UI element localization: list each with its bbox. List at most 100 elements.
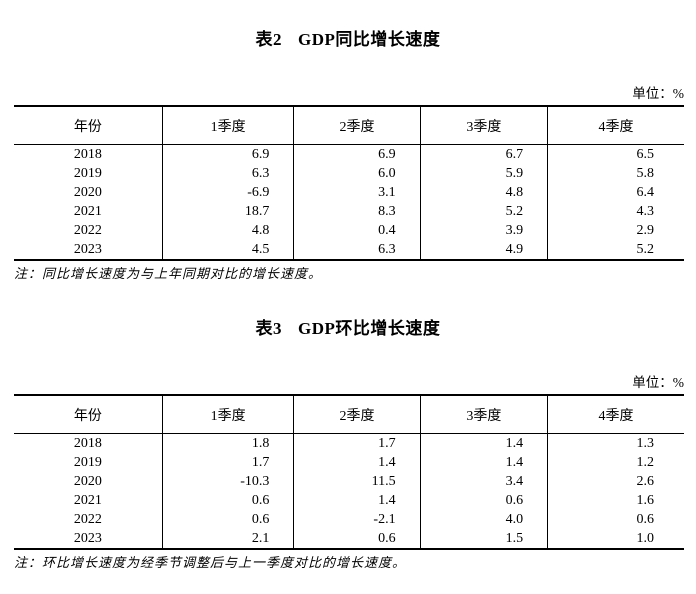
value-cell: 1.0 (547, 529, 684, 549)
quarter-column-header: 3季度 (419, 106, 548, 145)
value-cell: 1.8 (161, 433, 294, 453)
quarter-column-header: 2季度 (293, 395, 421, 434)
value-cell: 5.2 (419, 202, 548, 221)
value-cell: 8.3 (293, 202, 421, 221)
table-body: 2018 6.9 6.9 6.7 6.5 2019 6.3 6.0 5.9 5.8 2020 -6.9… (14, 144, 684, 260)
value-cell: -2.1 (293, 510, 421, 529)
table-number: 表3 (255, 319, 283, 338)
value-cell: 1.5 (419, 529, 548, 549)
quarter-column-header: 1季度 (161, 106, 294, 145)
unit-label: 单位：% (632, 375, 684, 390)
value-cell: 6.9 (161, 144, 294, 164)
gdp-yoy-table: 年份 1季度 2季度 3季度 4季度 2018 6.9 6.9 6.7 6.5 2019 6.3 6.… (14, 105, 684, 261)
value-cell: 1.6 (547, 491, 684, 510)
value-cell: 1.4 (419, 453, 548, 472)
year-cell: 2018 (73, 147, 102, 162)
table-row: 2021 18.7 8.3 5.2 4.3 (14, 202, 684, 221)
value-cell: 0.6 (293, 529, 421, 549)
table-row: 2022 4.8 0.4 3.9 2.9 (14, 221, 684, 240)
year-cell: 2022 (73, 512, 102, 527)
value-cell: 11.5 (293, 472, 421, 491)
year-cell: 2019 (73, 166, 102, 181)
value-cell: 1.4 (419, 433, 548, 453)
gdp-yoy-table-title: 表2 GDP同比增长速度 (0, 29, 696, 50)
value-cell: 0.6 (547, 510, 684, 529)
table-row: 2018 6.9 6.9 6.7 6.5 (14, 144, 684, 164)
value-cell: 5.9 (419, 164, 548, 183)
value-cell: 4.0 (419, 510, 548, 529)
year-cell: 2023 (73, 242, 102, 257)
year-column-header: 年份 (14, 106, 163, 145)
quarter-column-header: 4季度 (547, 395, 684, 434)
value-cell: 4.8 (161, 221, 294, 240)
table-number: 表2 (255, 30, 283, 49)
table-row: 2018 1.8 1.7 1.4 1.3 (14, 433, 684, 453)
value-cell: 6.3 (161, 164, 294, 183)
value-cell: 1.7 (293, 433, 421, 453)
quarter-column-header: 1季度 (161, 395, 294, 434)
table-body: 2018 1.8 1.7 1.4 1.3 2019 1.7 1.4 1.4 1.2 2020 -10.… (14, 433, 684, 549)
table-row: 2020 -10.3 11.5 3.4 2.6 (14, 472, 684, 491)
value-cell: 6.3 (293, 240, 421, 260)
table-header: 年份 1季度 2季度 3季度 4季度 (14, 395, 684, 434)
value-cell: 0.4 (293, 221, 421, 240)
table-title-text: GDP环比增长速度 (298, 319, 441, 338)
value-cell: -10.3 (161, 472, 294, 491)
table-row: 2019 1.7 1.4 1.4 1.2 (14, 453, 684, 472)
value-cell: 3.9 (419, 221, 548, 240)
table-row: 2020 -6.9 3.1 4.8 6.4 (14, 183, 684, 202)
table-title-text: GDP同比增长速度 (298, 30, 441, 49)
value-cell: 4.9 (419, 240, 548, 260)
value-cell: 6.7 (419, 144, 548, 164)
gdp-qoq-table-title: 表3 GDP环比增长速度 (0, 318, 696, 339)
value-cell: 2.6 (547, 472, 684, 491)
value-cell: 1.4 (293, 453, 421, 472)
value-cell: -6.9 (161, 183, 294, 202)
value-cell: 3.1 (293, 183, 421, 202)
year-cell: 2019 (73, 455, 102, 470)
value-cell: 6.9 (293, 144, 421, 164)
year-column-header: 年份 (14, 395, 163, 434)
year-cell: 2021 (73, 204, 102, 219)
table-row: 2022 0.6 -2.1 4.0 0.6 (14, 510, 684, 529)
value-cell: 1.4 (293, 491, 421, 510)
value-cell: 0.6 (161, 491, 294, 510)
table-row: 2019 6.3 6.0 5.9 5.8 (14, 164, 684, 183)
year-cell: 2020 (73, 185, 102, 200)
value-cell: 5.2 (547, 240, 684, 260)
value-cell: 2.1 (161, 529, 294, 549)
table-row: 2023 2.1 0.6 1.5 1.0 (14, 529, 684, 549)
value-cell: 6.5 (547, 144, 684, 164)
table-row: 2023 4.5 6.3 4.9 5.2 (14, 240, 684, 260)
unit-label: 单位：% (632, 86, 684, 101)
gdp-qoq-table: 年份 1季度 2季度 3季度 4季度 2018 1.8 1.7 1.4 1.3 2019 1.7 1.… (14, 394, 684, 550)
value-cell: 0.6 (419, 491, 548, 510)
value-cell: 4.5 (161, 240, 294, 260)
value-cell: 18.7 (161, 202, 294, 221)
quarter-column-header: 3季度 (419, 395, 548, 434)
value-cell: 4.8 (419, 183, 548, 202)
gdp-yoy-note: 注：同比增长速度为与上年同期对比的增长速度。 (14, 266, 323, 281)
gdp-yoy-section: 表2 GDP同比增长速度 单位：% 年份 1季度 2季度 3季度 4季度 2018 6.9 6… (0, 29, 696, 282)
table-row: 2021 0.6 1.4 0.6 1.6 (14, 491, 684, 510)
value-cell: 5.8 (547, 164, 684, 183)
year-cell: 2021 (73, 493, 102, 508)
value-cell: 1.7 (161, 453, 294, 472)
gdp-qoq-note: 注：环比增长速度为经季节调整后与上一季度对比的增长速度。 (14, 555, 407, 570)
value-cell: 4.3 (547, 202, 684, 221)
year-cell: 2022 (73, 223, 102, 238)
value-cell: 1.3 (547, 433, 684, 453)
quarter-column-header: 4季度 (547, 106, 684, 145)
value-cell: 1.2 (547, 453, 684, 472)
gdp-qoq-section: 表3 GDP环比增长速度 单位：% 年份 1季度 2季度 3季度 4季度 2018 1.8 1… (0, 318, 696, 571)
header-row: 年份 1季度 2季度 3季度 4季度 (14, 395, 684, 434)
value-cell: 6.4 (547, 183, 684, 202)
value-cell: 2.9 (547, 221, 684, 240)
year-cell: 2020 (73, 474, 102, 489)
value-cell: 3.4 (419, 472, 548, 491)
value-cell: 6.0 (293, 164, 421, 183)
year-cell: 2018 (73, 436, 102, 451)
quarter-column-header: 2季度 (293, 106, 421, 145)
year-cell: 2023 (73, 531, 102, 546)
